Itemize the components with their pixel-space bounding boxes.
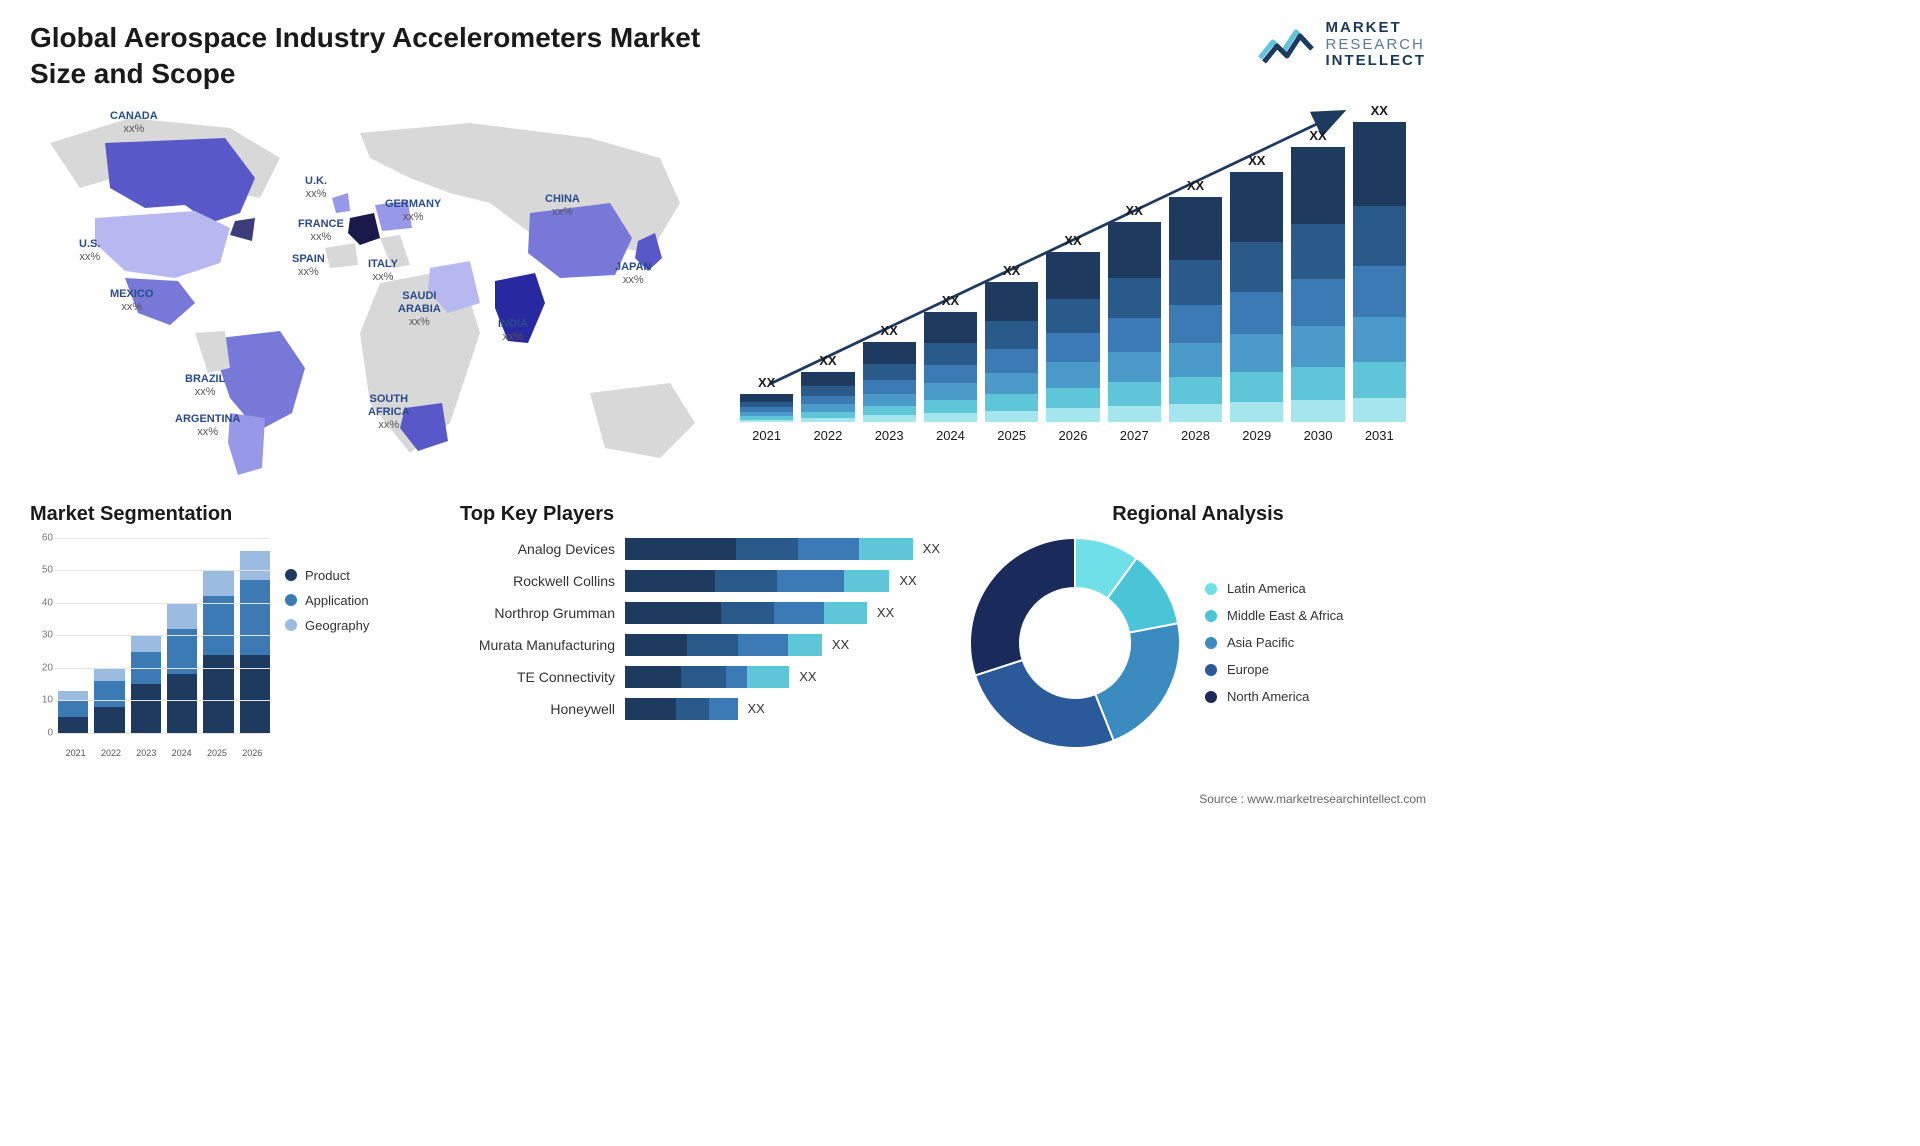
map-label: U.S.xx% [79,238,100,264]
segmentation-chart: 0102030405060 202120222023202420252026 P… [30,538,430,758]
growth-bar-chart: XX2021XX2022XX2023XX2024XX2025XX2026XX20… [740,103,1426,463]
map-label: GERMANYxx% [385,198,441,224]
logo-line1: MARKET [1326,20,1427,37]
players-chart: Analog DevicesXX Rockwell CollinsXX Northr… [460,538,940,720]
map-label: CANADAxx% [110,110,158,136]
regional-chart: Latin America Middle East & Africa Asia Pa… [970,538,1426,748]
legend-item: Latin America [1205,581,1343,596]
growth-bar: XX2023 [863,323,916,443]
page-title: Global Aerospace Industry Accelerometers… [30,20,730,93]
growth-bar: XX2025 [985,263,1038,443]
growth-bar: XX2028 [1169,178,1222,443]
segmentation-title: Market Segmentation [30,503,430,526]
player-row: Murata ManufacturingXX [460,634,940,656]
legend-item: Geography [285,618,369,633]
map-label: SPAINxx% [292,253,325,279]
growth-bar: XX2022 [801,353,854,443]
growth-bar: XX2027 [1108,203,1161,443]
legend-item: North America [1205,689,1343,704]
legend-item: Asia Pacific [1205,635,1343,650]
player-row: Analog DevicesXX [460,538,940,560]
segmentation-bar [131,635,161,733]
map-label: MEXICOxx% [110,288,153,314]
world-map: CANADAxx% U.S.xx% MEXICOxx% BRAZILxx% ARGENT… [30,103,710,483]
growth-bar: XX2026 [1046,233,1099,443]
map-label: SOUTHAFRICAxx% [368,393,410,433]
map-label: BRAZILxx% [185,373,225,399]
growth-bar: XX2024 [924,293,977,443]
player-row: TE ConnectivityXX [460,666,940,688]
legend-item: Europe [1205,662,1343,677]
players-title: Top Key Players [460,503,940,526]
player-row: Northrop GrummanXX [460,602,940,624]
map-label: ITALYxx% [368,258,398,284]
logo-line2: RESEARCH [1326,37,1427,54]
segmentation-bar [203,570,233,733]
growth-bar: XX2030 [1291,128,1344,443]
logo-line3: INTELLECT [1326,53,1427,70]
map-label: CHINAxx% [545,193,580,219]
map-label: JAPANxx% [615,261,651,287]
segmentation-bar [240,551,270,733]
legend-item: Middle East & Africa [1205,608,1343,623]
legend-item: Application [285,593,369,608]
player-row: Rockwell CollinsXX [460,570,940,592]
map-label: ARGENTINAxx% [175,413,240,439]
logo-icon [1258,20,1318,70]
regional-title: Regional Analysis [970,503,1426,526]
segmentation-bar [58,691,88,733]
growth-bar: XX2029 [1230,153,1283,443]
player-row: HoneywellXX [460,698,940,720]
growth-bar: XX2031 [1353,103,1406,443]
legend-item: Product [285,568,369,583]
brand-logo: MARKET RESEARCH INTELLECT [1258,20,1427,70]
growth-bar: XX2021 [740,375,793,443]
map-label: SAUDIARABIAxx% [398,290,441,330]
map-label: INDIAxx% [498,318,528,344]
map-label: U.K.xx% [305,175,327,201]
source-attribution: Source : www.marketresearchintellect.com [1199,792,1426,806]
map-label: FRANCExx% [298,218,344,244]
